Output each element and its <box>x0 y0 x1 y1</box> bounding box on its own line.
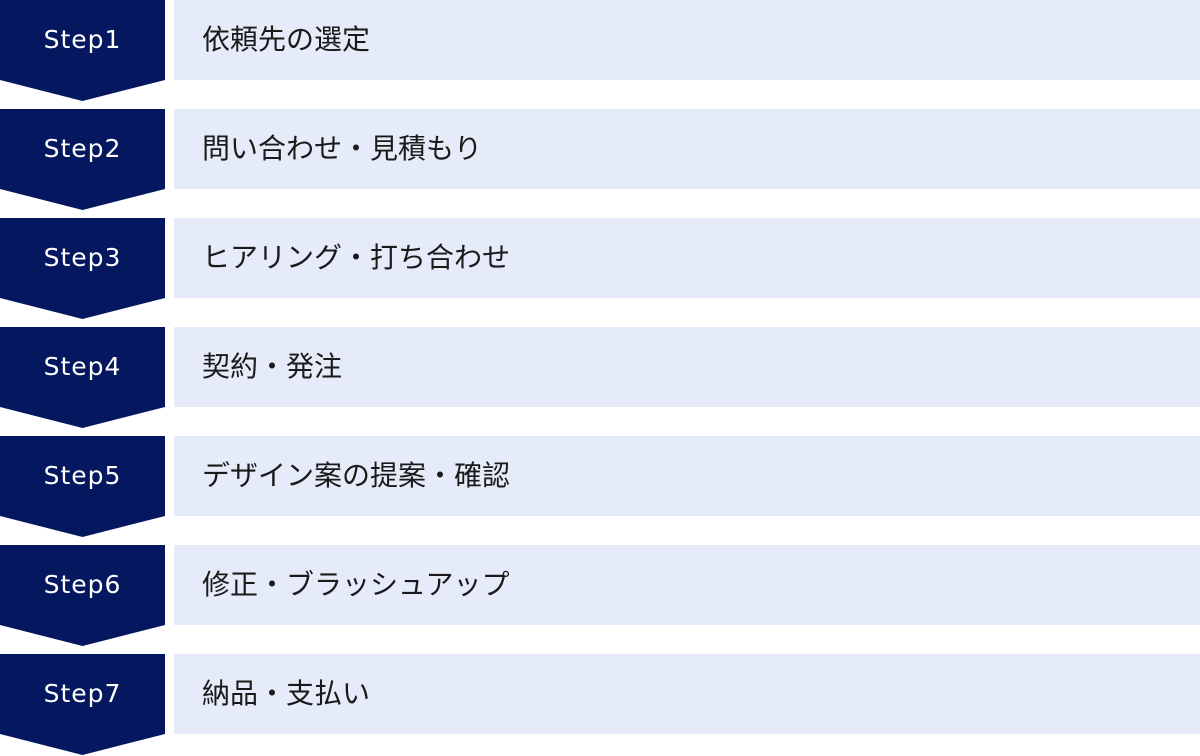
step-description: デザイン案の提案・確認 <box>202 459 511 492</box>
step-row: Step6 修正・ブラッシュアップ <box>0 545 1200 647</box>
step-description-box: 納品・支払い <box>174 654 1200 734</box>
chevron-down-shape <box>0 109 165 210</box>
step-description: 問い合わせ・見積もり <box>202 132 483 165</box>
step-arrow-marker: Step1 <box>0 0 165 102</box>
step-label: Step2 <box>43 134 122 163</box>
chevron-down-shape <box>0 327 165 428</box>
step-arrow-marker: Step4 <box>0 327 165 429</box>
step-arrow-marker: Step7 <box>0 654 165 756</box>
chevron-down-shape <box>0 545 165 646</box>
step-description: 依頼先の選定 <box>202 23 371 56</box>
step-label: Step3 <box>43 243 122 272</box>
chevron-down-shape <box>0 0 165 101</box>
step-row: Step5 デザイン案の提案・確認 <box>0 436 1200 538</box>
step-description-box: 依頼先の選定 <box>174 0 1200 80</box>
step-description-box: ヒアリング・打ち合わせ <box>174 218 1200 298</box>
step-arrow-marker: Step2 <box>0 109 165 211</box>
step-description-box: 問い合わせ・見積もり <box>174 109 1200 189</box>
step-label: Step6 <box>43 570 122 599</box>
step-arrow-marker: Step6 <box>0 545 165 647</box>
step-row: Step1 依頼先の選定 <box>0 0 1200 102</box>
step-description: 納品・支払い <box>202 677 371 710</box>
step-description: 契約・発注 <box>202 350 343 383</box>
step-description-box: 修正・ブラッシュアップ <box>174 545 1200 625</box>
step-label: Step7 <box>43 679 122 708</box>
step-label: Step4 <box>43 352 122 381</box>
step-arrow-marker: Step5 <box>0 436 165 538</box>
step-row: Step2 問い合わせ・見積もり <box>0 109 1200 211</box>
step-row: Step7 納品・支払い <box>0 654 1200 756</box>
step-description-box: 契約・発注 <box>174 327 1200 407</box>
step-label: Step1 <box>43 25 122 54</box>
step-description-box: デザイン案の提案・確認 <box>174 436 1200 516</box>
step-arrow-marker: Step3 <box>0 218 165 320</box>
step-description: ヒアリング・打ち合わせ <box>202 241 511 274</box>
step-row: Step4 契約・発注 <box>0 327 1200 429</box>
step-description: 修正・ブラッシュアップ <box>202 568 510 601</box>
chevron-down-shape <box>0 218 165 319</box>
chevron-down-shape <box>0 654 165 755</box>
chevron-down-shape <box>0 436 165 537</box>
step-row: Step3 ヒアリング・打ち合わせ <box>0 218 1200 320</box>
step-label: Step5 <box>43 461 122 490</box>
